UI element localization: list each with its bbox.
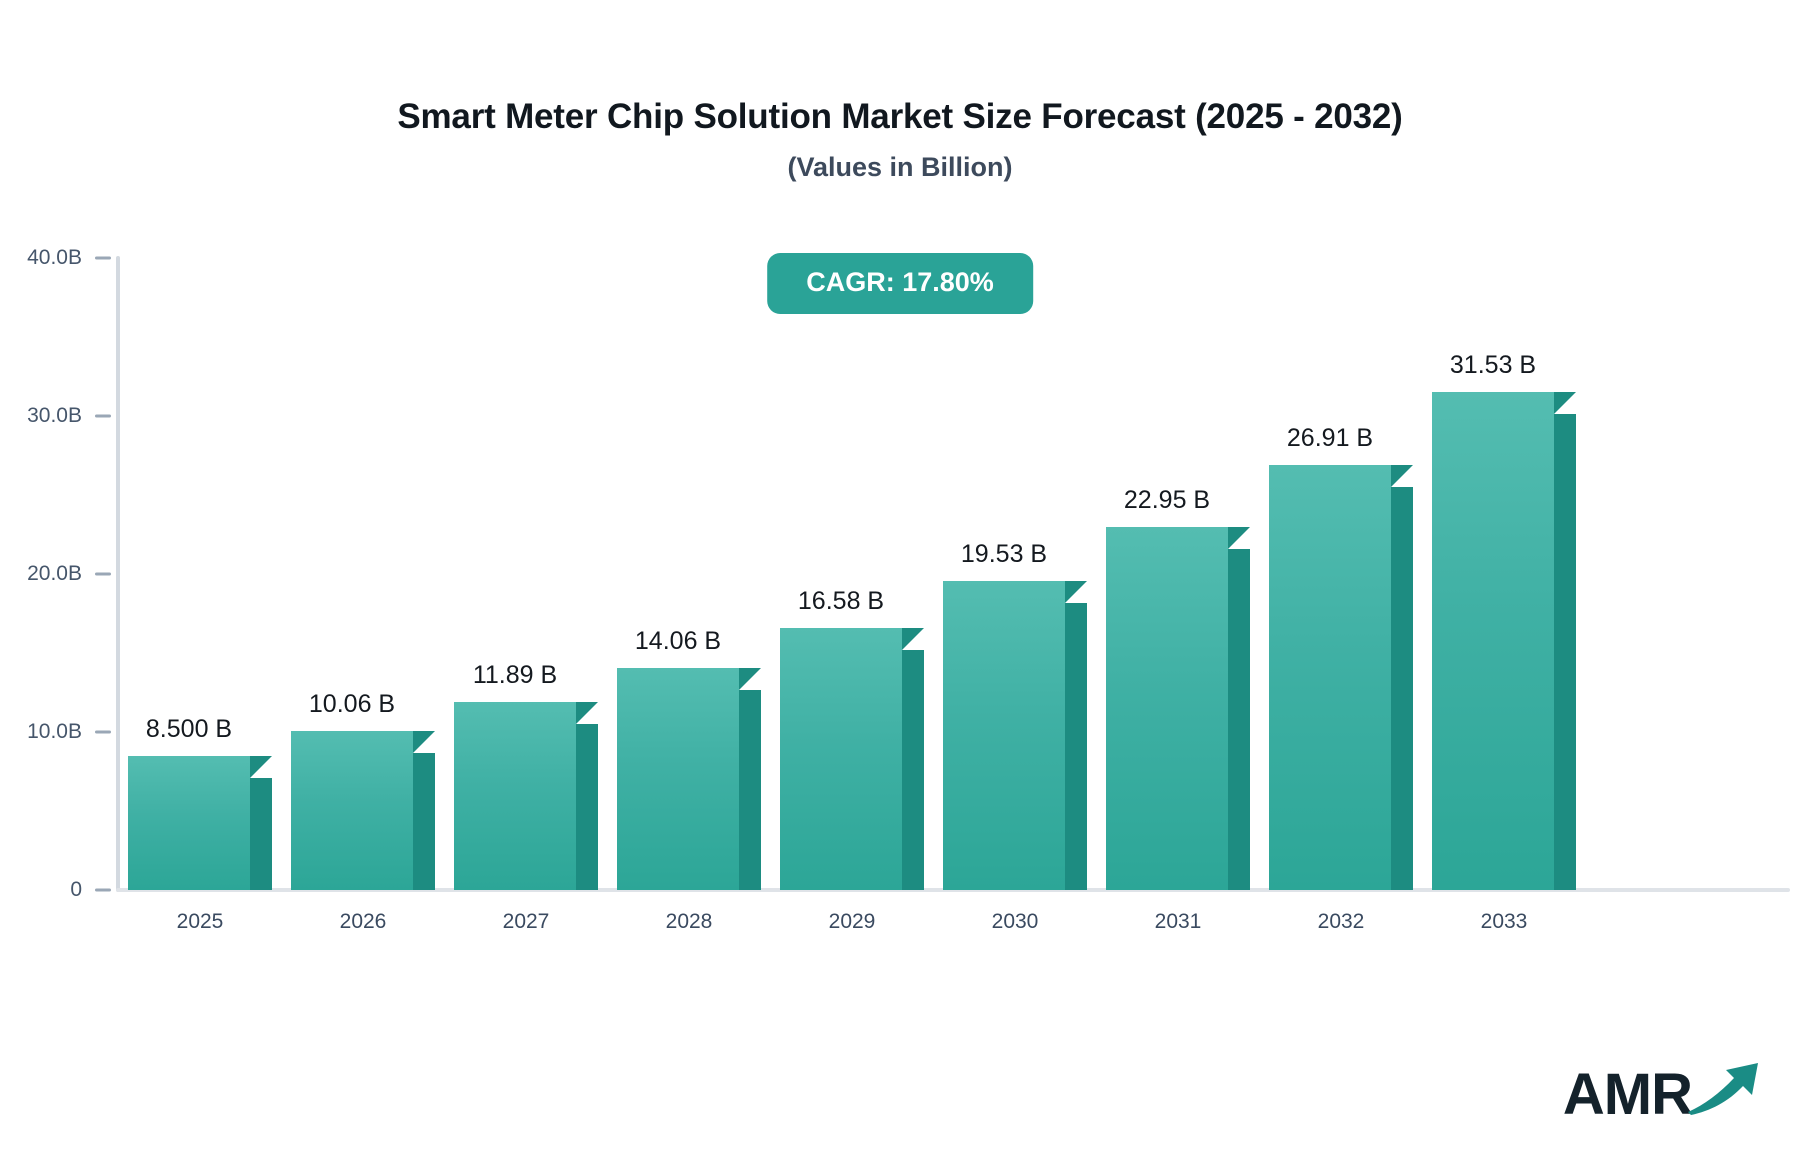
amr-logo: AMR (1563, 1050, 1764, 1124)
bar-value-label: 8.500 B (145, 715, 233, 743)
bar-side-face (1228, 549, 1250, 890)
bar-value-label: 10.06 B (308, 690, 396, 718)
bar-top-bevel (576, 702, 598, 724)
bar-front-face (1432, 392, 1554, 890)
y-axis-tick-mark (95, 256, 111, 260)
x-axis-category-label: 2031 (1154, 910, 1202, 933)
bar-front-face (128, 756, 250, 890)
bar-side-face (739, 690, 761, 890)
bar-side-face (902, 650, 924, 890)
x-axis-category-label: 2033 (1480, 910, 1528, 933)
bar-value-label: 19.53 B (960, 540, 1048, 568)
bar-top-bevel (1554, 392, 1576, 414)
y-axis-tick-mark (95, 414, 111, 418)
x-axis-category-label: 2030 (991, 910, 1039, 933)
bar-column[interactable]: 22.95 B (1106, 486, 1250, 890)
bar-top-bevel (413, 731, 435, 753)
bar-column[interactable]: 31.53 B (1432, 351, 1576, 890)
bar-side-face (250, 778, 272, 890)
y-axis-line (116, 256, 120, 892)
bar-column[interactable]: 10.06 B (291, 690, 435, 890)
bar-side-face (1065, 603, 1087, 890)
bar-side-face (413, 753, 435, 890)
bar-front-face (454, 702, 576, 890)
page-title: Smart Meter Chip Solution Market Size Fo… (397, 97, 1403, 136)
bar-side-face (1554, 414, 1576, 890)
bar-front-face (780, 628, 902, 890)
y-axis-tick-label: 30.0B (27, 404, 82, 427)
y-axis-tick-mark (95, 572, 111, 576)
bar-column[interactable]: 26.91 B (1269, 424, 1413, 890)
chart-subtitle: (Values in Billion) (787, 152, 1013, 182)
x-axis-category-label: 2025 (176, 910, 224, 933)
bar-top-bevel (902, 628, 924, 650)
x-axis-category-label: 2028 (665, 910, 713, 933)
bar-front-face (943, 581, 1065, 890)
y-axis-tick-label: 40.0B (27, 246, 82, 269)
bar-value-label: 14.06 B (634, 627, 722, 655)
amr-wordmark: AMR (1562, 1062, 1693, 1127)
y-axis-tick-label: 0 (70, 878, 82, 901)
bar-value-label: 16.58 B (797, 587, 885, 615)
x-axis-baseline (116, 888, 1790, 892)
bar-column[interactable]: 16.58 B (780, 587, 924, 890)
bar-front-face (1269, 465, 1391, 890)
bar-value-label: 31.53 B (1449, 351, 1537, 379)
growth-arrow-icon (1686, 1055, 1764, 1122)
bar-front-face (1106, 527, 1228, 890)
chart-header: Smart Meter Chip Solution Market Size Fo… (0, 0, 1800, 183)
bar-value-label: 11.89 B (472, 661, 558, 689)
bar-top-bevel (1391, 465, 1413, 487)
x-axis-category-label: 2027 (502, 910, 550, 933)
bar-top-bevel (739, 668, 761, 690)
bar-top-bevel (1065, 581, 1087, 603)
bar-value-label: 22.95 B (1123, 486, 1211, 514)
bar-side-face (1391, 487, 1413, 890)
x-axis-category-label: 2029 (828, 910, 876, 933)
x-axis-category-label: 2032 (1317, 910, 1365, 933)
bar-column[interactable]: 11.89 B (454, 661, 598, 890)
bar-column[interactable]: 8.500 B (128, 715, 272, 890)
bar-side-face (576, 724, 598, 890)
y-axis-tick-mark (95, 888, 111, 892)
bar-column[interactable]: 19.53 B (943, 540, 1087, 890)
y-axis-tick-label: 10.0B (27, 720, 82, 743)
bar-top-bevel (1228, 527, 1250, 549)
bar-front-face (617, 668, 739, 890)
y-axis-tick-label: 20.0B (27, 562, 82, 585)
cagr-badge: CAGR: 17.80% (767, 253, 1033, 314)
bar-front-face (291, 731, 413, 890)
bar-column[interactable]: 14.06 B (617, 627, 761, 890)
y-axis-tick-mark (95, 730, 111, 734)
bar-value-label: 26.91 B (1286, 424, 1374, 452)
x-axis-category-label: 2026 (339, 910, 387, 933)
bar-top-bevel (250, 756, 272, 778)
